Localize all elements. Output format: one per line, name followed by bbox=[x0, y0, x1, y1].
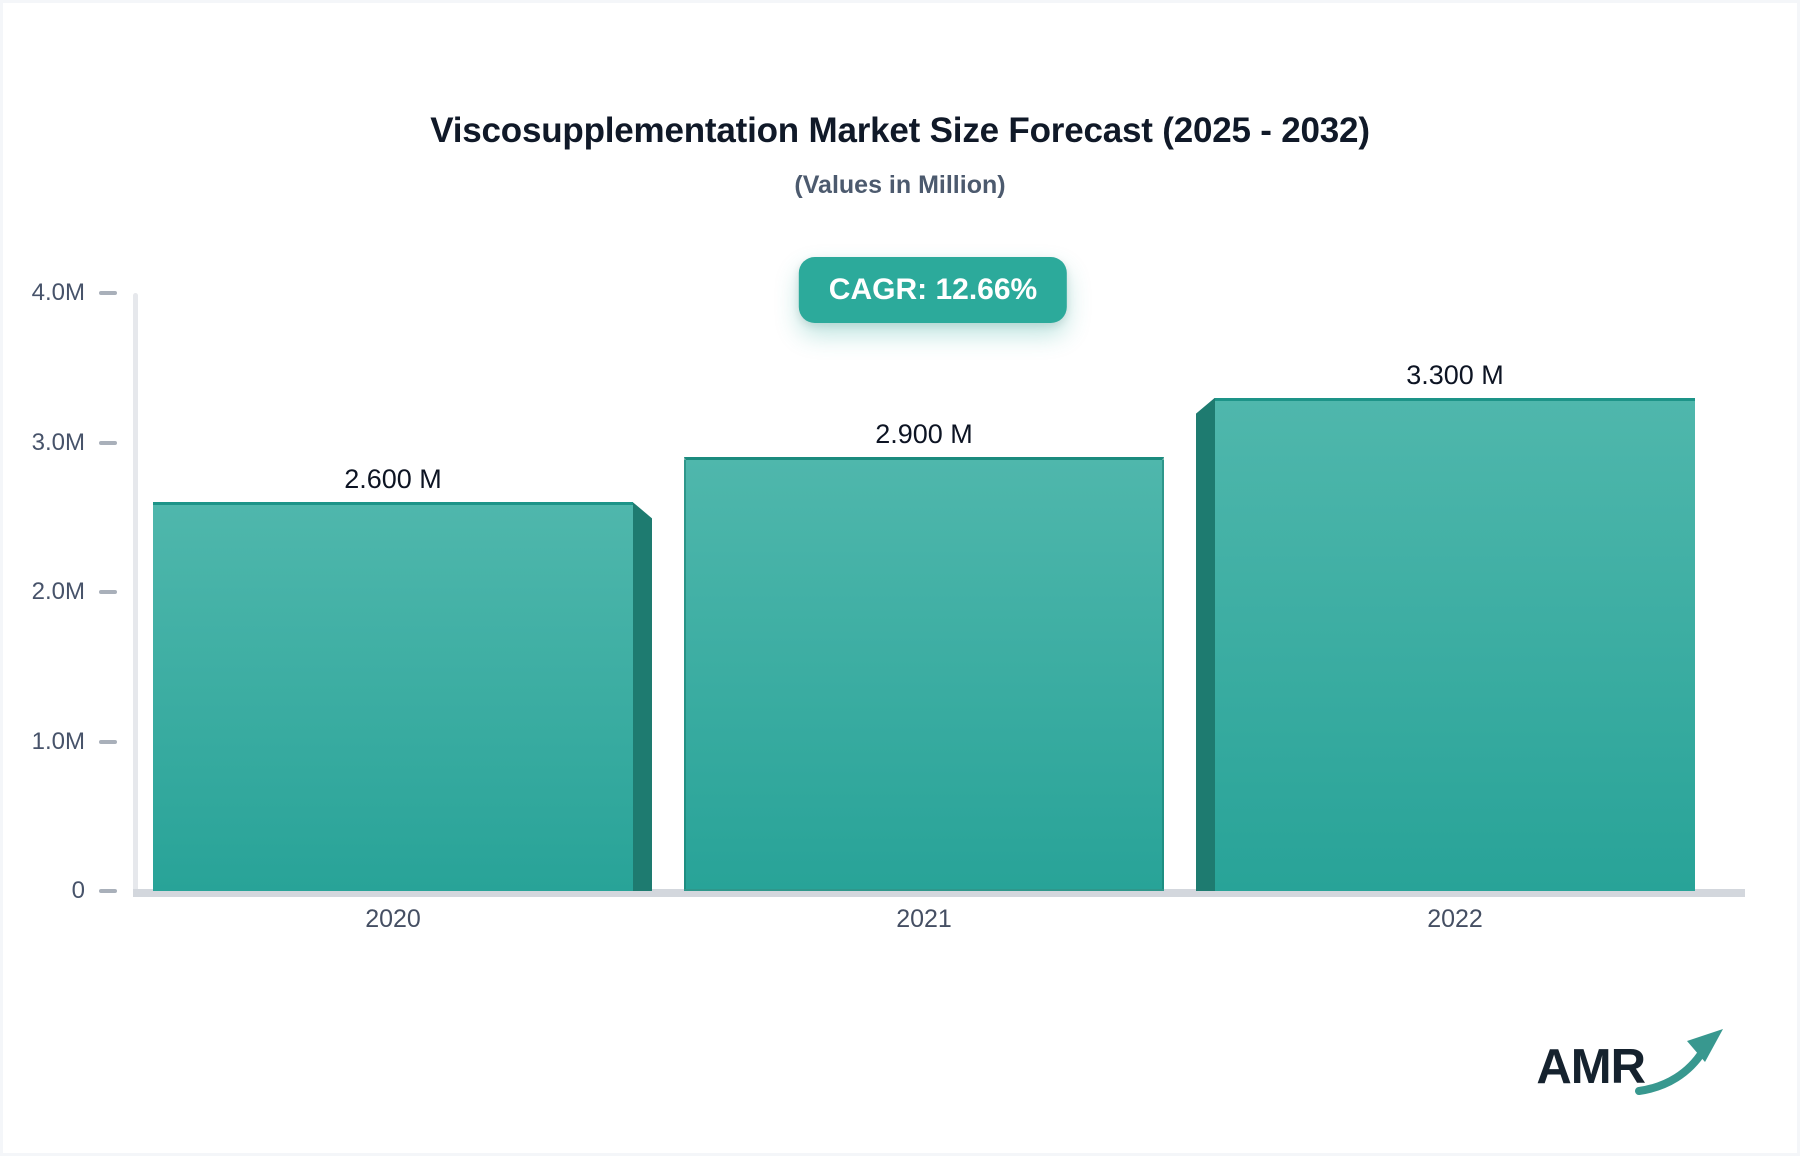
y-axis-tick-mark bbox=[99, 291, 117, 295]
bar-face bbox=[1215, 397, 1695, 891]
y-axis-tick-label: 0 bbox=[71, 877, 85, 904]
bar-value-label: 3.300 M bbox=[1406, 359, 1504, 390]
bar-value-label: 2.900 M bbox=[875, 419, 973, 450]
y-axis-tick: 1.0M bbox=[3, 728, 137, 756]
y-axis-tick: 3.0M bbox=[3, 429, 137, 457]
y-axis-tick: 0 bbox=[3, 877, 137, 905]
y-axis-tick-mark bbox=[99, 889, 117, 893]
amr-logo: AMR bbox=[1536, 1029, 1731, 1103]
y-axis-tick: 4.0M bbox=[3, 279, 137, 307]
cagr-badge: CAGR: 12.66% bbox=[798, 257, 1068, 323]
y-axis-tick-mark bbox=[99, 440, 117, 445]
bar-value-label: 2.600 M bbox=[344, 464, 442, 495]
x-axis-category-label: 2022 bbox=[1427, 905, 1483, 933]
bar-2021: 2.900 M 2021 bbox=[684, 419, 1164, 933]
plot-area: 2.600 M 2020 2.900 M 2021 3.300 M 2022 bbox=[137, 293, 1743, 933]
y-axis-tick-label: 1.0M bbox=[31, 727, 85, 755]
bar-face bbox=[153, 502, 633, 891]
y-axis-tick-label: 4.0M bbox=[31, 279, 85, 306]
bar-side-shadow bbox=[1196, 397, 1215, 891]
x-axis-line bbox=[133, 889, 1745, 897]
bar-face bbox=[684, 457, 1164, 891]
logo-text: AMR bbox=[1536, 1040, 1646, 1094]
bar-side-shadow bbox=[633, 502, 652, 891]
y-axis-tick-label: 2.0M bbox=[31, 578, 85, 605]
y-axis-tick-label: 3.0M bbox=[31, 428, 85, 456]
y-axis-line bbox=[133, 293, 138, 891]
bar-2020: 2.600 M 2020 bbox=[153, 464, 652, 933]
y-axis-tick-mark bbox=[99, 739, 117, 744]
trend-up-arrow-icon bbox=[1635, 1029, 1723, 1095]
bar-2022: 3.300 M 2022 bbox=[1196, 360, 1695, 933]
x-axis-category-label: 2020 bbox=[365, 905, 421, 933]
chart-subtitle: (Values in Million) bbox=[794, 171, 1006, 199]
chart-title: Viscosupplementation Market Size Forecas… bbox=[430, 111, 1370, 150]
y-axis-tick-mark bbox=[99, 590, 117, 594]
y-axis: 4.0M 3.0M 2.0M 1.0M 0 bbox=[3, 279, 137, 904]
x-axis-category-label: 2021 bbox=[896, 905, 952, 933]
y-axis-tick: 2.0M bbox=[3, 578, 137, 606]
